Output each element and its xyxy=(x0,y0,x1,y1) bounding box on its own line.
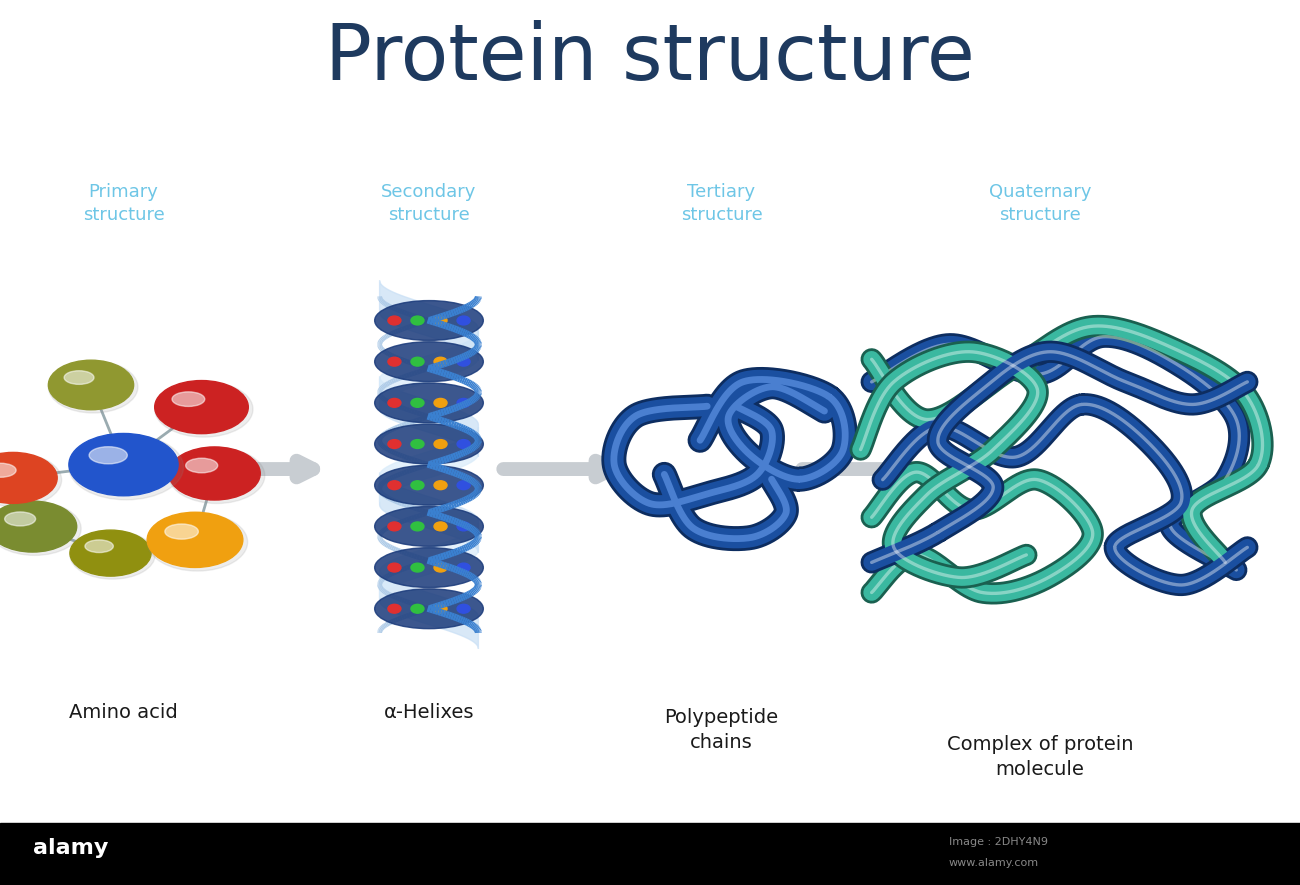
Ellipse shape xyxy=(5,512,35,526)
Circle shape xyxy=(434,440,447,449)
Ellipse shape xyxy=(0,452,57,504)
Text: Protein structure: Protein structure xyxy=(325,19,975,96)
Circle shape xyxy=(387,563,400,572)
Ellipse shape xyxy=(374,424,484,464)
Ellipse shape xyxy=(169,447,260,500)
Ellipse shape xyxy=(165,524,199,539)
Ellipse shape xyxy=(155,381,248,434)
Text: Complex of protein
molecule: Complex of protein molecule xyxy=(946,735,1134,779)
Ellipse shape xyxy=(155,381,254,437)
Text: www.alamy.com: www.alamy.com xyxy=(949,858,1039,867)
Polygon shape xyxy=(380,281,478,360)
Circle shape xyxy=(458,358,471,366)
Ellipse shape xyxy=(0,463,16,477)
Text: Primary
structure: Primary structure xyxy=(83,182,164,225)
Circle shape xyxy=(387,398,400,407)
Ellipse shape xyxy=(64,371,94,384)
Text: alamy: alamy xyxy=(32,838,108,858)
Ellipse shape xyxy=(0,502,81,556)
Ellipse shape xyxy=(374,301,484,341)
Ellipse shape xyxy=(69,435,183,500)
Ellipse shape xyxy=(169,448,265,504)
Circle shape xyxy=(458,398,471,407)
Polygon shape xyxy=(380,427,478,502)
Ellipse shape xyxy=(48,361,138,413)
Polygon shape xyxy=(380,331,478,406)
Circle shape xyxy=(411,398,424,407)
Text: α-Helixes: α-Helixes xyxy=(384,703,474,722)
Ellipse shape xyxy=(84,540,113,552)
Ellipse shape xyxy=(374,548,484,588)
Ellipse shape xyxy=(90,447,127,464)
Ellipse shape xyxy=(374,589,484,628)
Circle shape xyxy=(387,481,400,489)
Text: Tertiary
structure: Tertiary structure xyxy=(681,182,762,225)
Circle shape xyxy=(387,604,400,613)
Circle shape xyxy=(387,522,400,531)
Ellipse shape xyxy=(48,360,134,410)
Circle shape xyxy=(434,563,447,572)
Circle shape xyxy=(387,358,400,366)
Circle shape xyxy=(411,481,424,489)
Text: Polypeptide
chains: Polypeptide chains xyxy=(664,708,779,752)
Circle shape xyxy=(458,563,471,572)
Circle shape xyxy=(411,358,424,366)
Ellipse shape xyxy=(374,342,484,381)
Ellipse shape xyxy=(0,453,61,507)
Circle shape xyxy=(411,316,424,325)
Polygon shape xyxy=(380,377,478,457)
FancyArrowPatch shape xyxy=(503,461,612,477)
Circle shape xyxy=(458,316,471,325)
Circle shape xyxy=(458,440,471,449)
Polygon shape xyxy=(380,523,478,598)
Circle shape xyxy=(411,522,424,531)
Ellipse shape xyxy=(186,458,217,473)
Text: Image : 2DHY4N9: Image : 2DHY4N9 xyxy=(949,837,1048,847)
FancyArrowPatch shape xyxy=(802,461,911,477)
Ellipse shape xyxy=(147,512,243,567)
Polygon shape xyxy=(380,473,478,552)
Ellipse shape xyxy=(374,506,484,546)
Text: Secondary
structure: Secondary structure xyxy=(381,182,477,225)
Circle shape xyxy=(411,604,424,613)
Polygon shape xyxy=(380,569,478,649)
Ellipse shape xyxy=(374,466,484,505)
Circle shape xyxy=(434,481,447,489)
Circle shape xyxy=(458,522,471,531)
Ellipse shape xyxy=(147,513,247,571)
Circle shape xyxy=(458,481,471,489)
Circle shape xyxy=(411,440,424,449)
Bar xyxy=(0,823,1300,885)
Text: Quaternary
structure: Quaternary structure xyxy=(989,182,1091,225)
Text: Amino acid: Amino acid xyxy=(69,703,178,722)
Ellipse shape xyxy=(69,434,178,496)
Circle shape xyxy=(387,440,400,449)
Ellipse shape xyxy=(374,383,484,423)
Circle shape xyxy=(434,398,447,407)
Ellipse shape xyxy=(172,392,205,406)
Circle shape xyxy=(434,358,447,366)
Circle shape xyxy=(434,316,447,325)
Circle shape xyxy=(411,563,424,572)
Circle shape xyxy=(434,522,447,531)
Circle shape xyxy=(458,604,471,613)
Ellipse shape xyxy=(70,531,155,579)
Ellipse shape xyxy=(70,530,151,576)
FancyArrowPatch shape xyxy=(204,461,313,477)
Ellipse shape xyxy=(0,501,77,552)
Circle shape xyxy=(434,604,447,613)
Circle shape xyxy=(387,316,400,325)
